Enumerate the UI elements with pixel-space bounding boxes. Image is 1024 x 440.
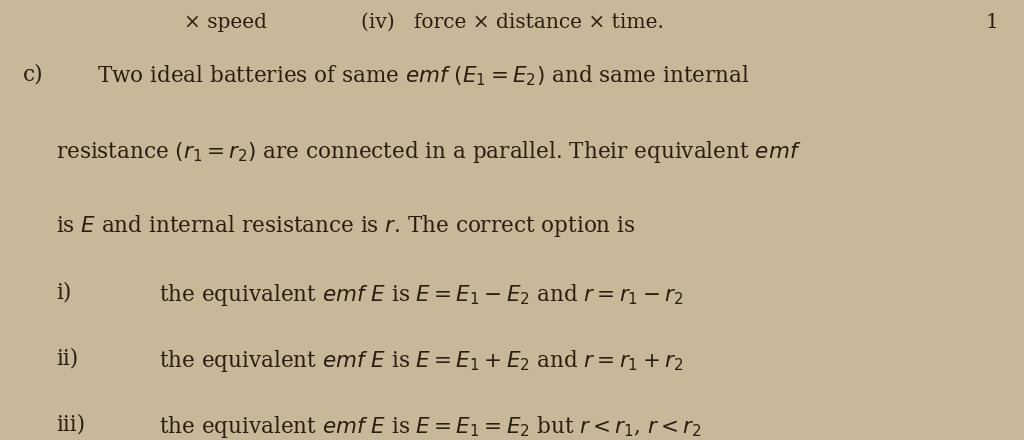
Text: the equivalent $\it{emf}$ $E$ is $E = E_1 = E_2$ but $r < r_1$, $r < r_2$: the equivalent $\it{emf}$ $E$ is $E = E_… — [159, 414, 701, 440]
Text: the equivalent $\it{emf}$ $E$ is $E = E_1 - E_2$ and $r = r_1 - r_2$: the equivalent $\it{emf}$ $E$ is $E = E_… — [159, 282, 683, 308]
Text: ii): ii) — [56, 348, 79, 370]
Text: c): c) — [23, 64, 43, 86]
Text: is $E$ and internal resistance is $r$. The correct option is: is $E$ and internal resistance is $r$. T… — [56, 213, 636, 239]
Text: iii): iii) — [56, 414, 85, 436]
Text: Two ideal batteries of same $\it{emf}$ $(E_1 = E_2)$ and same internal: Two ideal batteries of same $\it{emf}$ $… — [97, 64, 750, 88]
Text: i): i) — [56, 282, 72, 304]
Text: × speed: × speed — [183, 13, 267, 32]
Text: the equivalent $\it{emf}$ $E$ is $E = E_1 + E_2$ and $r = r_1 + r_2$: the equivalent $\it{emf}$ $E$ is $E = E_… — [159, 348, 683, 374]
Text: resistance $(r_1 = r_2)$ are connected in a parallel. Their equivalent $\it{emf}: resistance $(r_1 = r_2)$ are connected i… — [56, 139, 802, 165]
Text: 1: 1 — [985, 13, 998, 32]
Text: (iv)   force × distance × time.: (iv) force × distance × time. — [360, 13, 664, 32]
